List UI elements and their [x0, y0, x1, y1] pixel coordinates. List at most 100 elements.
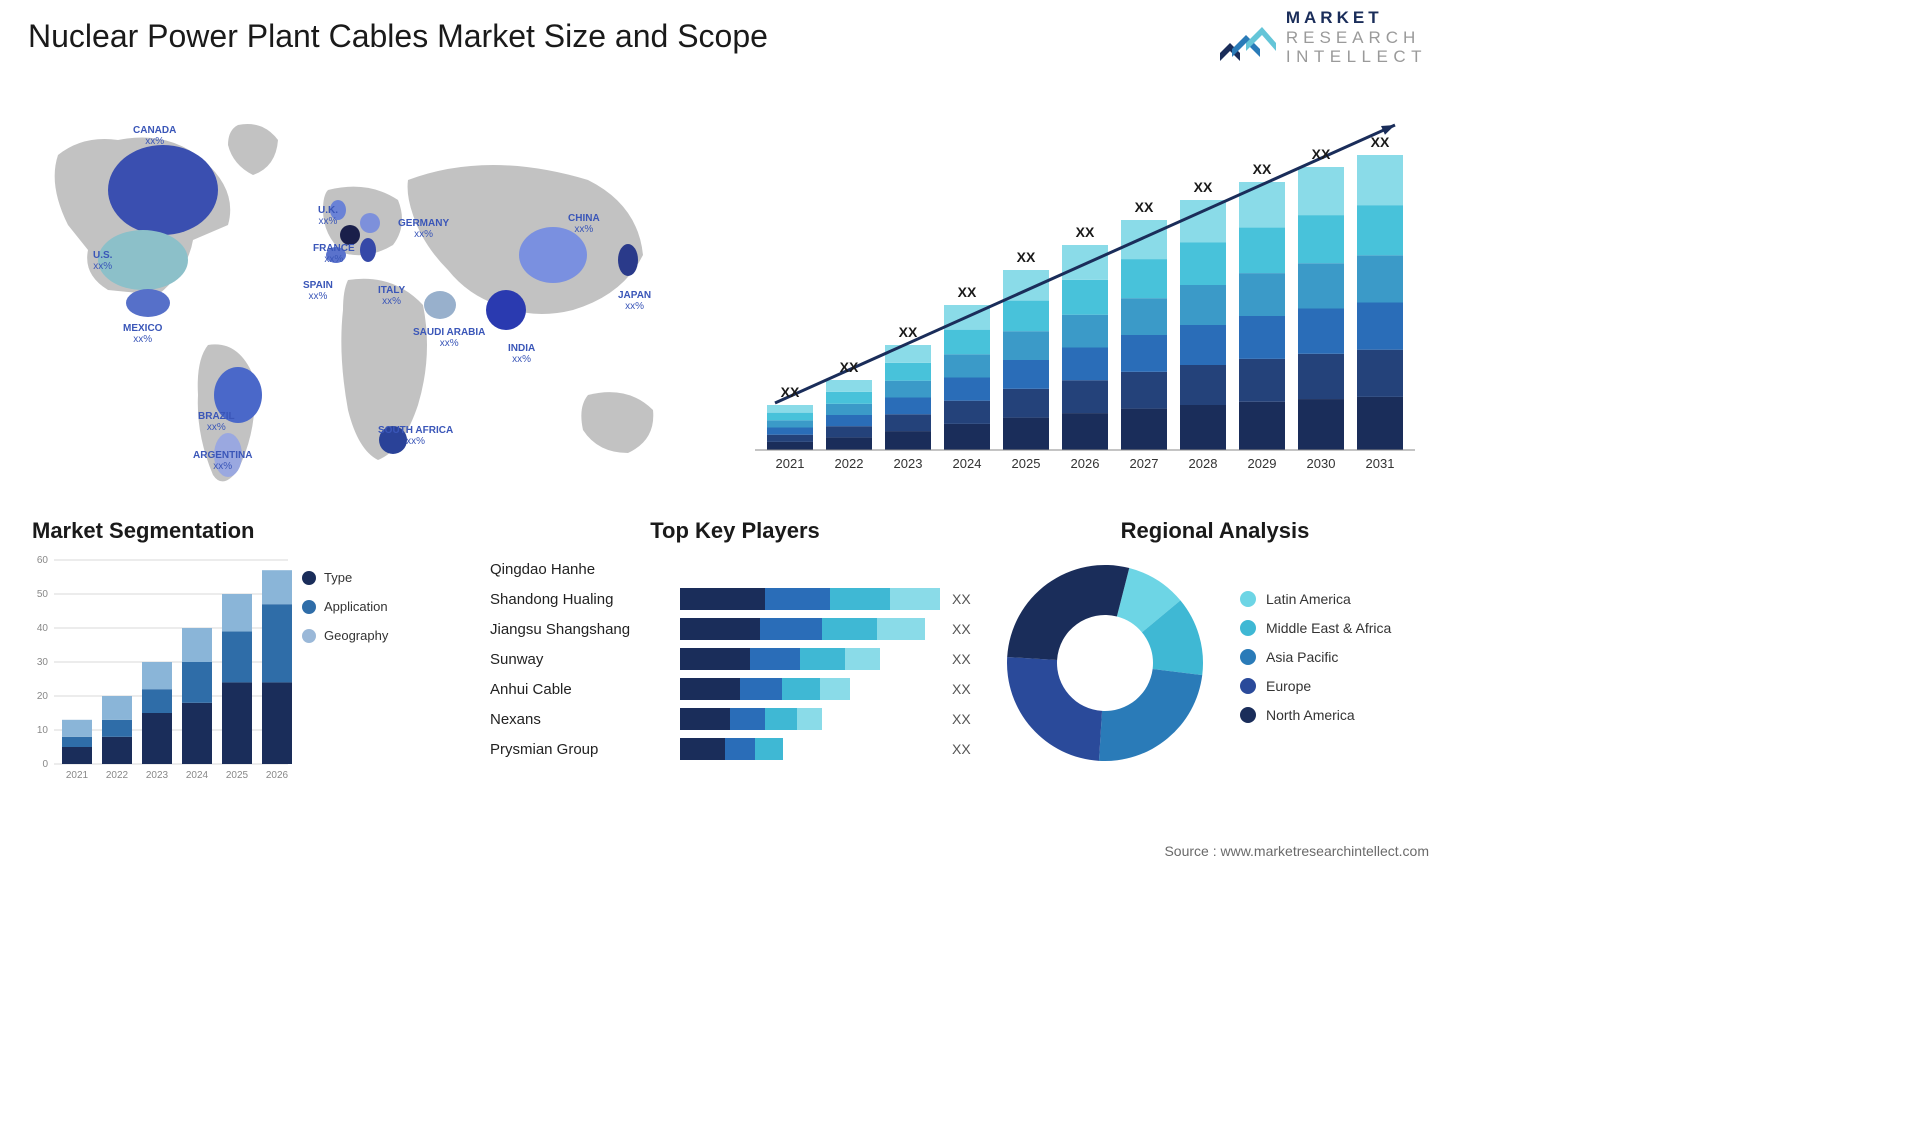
map-label-italy: ITALYxx% — [378, 285, 405, 307]
segmentation-chart: 0102030405060202120222023202420252026 — [32, 554, 292, 784]
svg-text:40: 40 — [37, 623, 49, 634]
map-label-india: INDIAxx% — [508, 343, 535, 365]
players-list: Qingdao Hanhe Shandong Hualing XX Jiangsu S… — [490, 554, 980, 764]
player-value: XX — [952, 621, 971, 637]
map-label-u-k-: U.K.xx% — [318, 205, 338, 227]
seg-legend-item: Type — [302, 570, 388, 585]
map-label-canada: CANADAxx% — [133, 125, 176, 147]
players-section: Top Key Players Qingdao HanheShandong Hu… — [490, 518, 980, 764]
svg-text:0: 0 — [42, 759, 48, 770]
svg-text:XX: XX — [1253, 161, 1272, 177]
svg-text:60: 60 — [37, 555, 49, 566]
svg-text:20: 20 — [37, 691, 49, 702]
map-label-brazil: BRAZILxx% — [198, 411, 235, 433]
map-label-france: FRANCExx% — [313, 243, 355, 265]
svg-text:2026: 2026 — [1071, 456, 1100, 471]
region-legend-item: Europe — [1240, 678, 1391, 694]
player-name: Shandong Hualing — [490, 591, 680, 608]
region-legend-item: Middle East & Africa — [1240, 620, 1391, 636]
map-label-u-s-: U.S.xx% — [93, 250, 112, 272]
map-label-germany: GERMANYxx% — [398, 218, 449, 240]
player-name: Anhui Cable — [490, 681, 680, 698]
segmentation-legend: TypeApplicationGeography — [302, 570, 388, 657]
logo-line3: INTELLECT — [1286, 47, 1427, 67]
player-name: Prysmian Group — [490, 741, 680, 758]
svg-text:XX: XX — [958, 284, 977, 300]
svg-text:XX: XX — [840, 359, 859, 375]
region-legend-item: Asia Pacific — [1240, 649, 1391, 665]
donut-wrap: Latin America Middle East & Africa Asia Pa… — [1000, 558, 1430, 768]
svg-text:2031: 2031 — [1366, 456, 1395, 471]
growth-chart-svg: XX 2021 XX 2022 XX 2023 XX 2024 XX 2025 XX 2026 XX 20… — [755, 95, 1415, 477]
svg-text:2025: 2025 — [226, 770, 249, 781]
map-label-saudi-arabia: SAUDI ARABIAxx% — [413, 327, 485, 349]
svg-text:XX: XX — [1312, 146, 1331, 162]
map-label-spain: SPAINxx% — [303, 280, 333, 302]
svg-text:XX: XX — [781, 384, 800, 400]
seg-legend-item: Geography — [302, 628, 388, 643]
svg-text:XX: XX — [899, 324, 918, 340]
svg-text:XX: XX — [1194, 179, 1213, 195]
player-name: Qingdao Hanhe — [490, 561, 680, 578]
player-bar — [680, 558, 940, 580]
player-value: XX — [952, 681, 971, 697]
svg-text:2030: 2030 — [1307, 456, 1336, 471]
svg-text:2024: 2024 — [953, 456, 982, 471]
player-value: XX — [952, 591, 971, 607]
segmentation-title: Market Segmentation — [32, 518, 432, 544]
logo-line1: MARKET — [1286, 8, 1427, 28]
player-value: XX — [952, 711, 971, 727]
regional-title: Regional Analysis — [1000, 518, 1430, 544]
region-legend-item: North America — [1240, 707, 1391, 723]
donut-legend: Latin America Middle East & Africa Asia Pa… — [1240, 591, 1391, 736]
player-row: Shandong Hualing XX — [490, 584, 980, 614]
player-bar — [680, 648, 940, 670]
svg-text:XX: XX — [1371, 134, 1390, 150]
svg-text:2027: 2027 — [1130, 456, 1159, 471]
map-label-china: CHINAxx% — [568, 213, 600, 235]
region-legend-item: Latin America — [1240, 591, 1391, 607]
player-row: Nexans XX — [490, 704, 980, 734]
logo-icon — [1218, 13, 1276, 61]
player-name: Jiangsu Shangshang — [490, 621, 680, 638]
player-name: Nexans — [490, 711, 680, 728]
svg-text:2025: 2025 — [1012, 456, 1041, 471]
map-label-mexico: MEXICOxx% — [123, 323, 162, 345]
svg-text:2021: 2021 — [66, 770, 89, 781]
world-map: CANADAxx% U.S.xx% MEXICOxx% BRAZILxx% ARGENT… — [28, 95, 708, 490]
svg-text:10: 10 — [37, 725, 49, 736]
svg-text:30: 30 — [37, 657, 49, 668]
svg-text:2022: 2022 — [835, 456, 864, 471]
map-svg — [28, 95, 708, 490]
player-bar — [680, 678, 940, 700]
svg-text:2021: 2021 — [776, 456, 805, 471]
player-bar — [680, 588, 940, 610]
svg-text:XX: XX — [1076, 224, 1095, 240]
logo-text: MARKET RESEARCH INTELLECT — [1286, 8, 1427, 67]
svg-text:2026: 2026 — [266, 770, 289, 781]
player-row: Prysmian Group XX — [490, 734, 980, 764]
player-bar — [680, 738, 940, 760]
player-row: Anhui Cable XX — [490, 674, 980, 704]
player-row: SunwayXX — [490, 644, 980, 674]
regional-section: Regional Analysis Latin America Middle Ea… — [1000, 518, 1430, 768]
svg-text:2023: 2023 — [146, 770, 169, 781]
map-label-south-africa: SOUTH AFRICAxx% — [378, 425, 453, 447]
svg-text:2022: 2022 — [106, 770, 129, 781]
growth-chart: XX 2021 XX 2022 XX 2023 XX 2024 XX 2025 XX 2026 XX 20… — [755, 95, 1415, 477]
donut-chart — [1000, 558, 1210, 768]
player-bar — [680, 708, 940, 730]
player-value: XX — [952, 741, 971, 757]
svg-text:XX: XX — [1135, 199, 1154, 215]
svg-text:2023: 2023 — [894, 456, 923, 471]
logo-line2: RESEARCH — [1286, 28, 1427, 48]
source-text: Source : www.marketresearchintellect.com — [1164, 843, 1429, 859]
logo: MARKET RESEARCH INTELLECT — [1218, 8, 1427, 67]
segmentation-section: Market Segmentation 0 10 20 30 40 50 60 2021 202… — [32, 518, 432, 784]
svg-text:50: 50 — [37, 589, 49, 600]
player-name: Sunway — [490, 651, 680, 668]
map-label-argentina: ARGENTINAxx% — [193, 450, 252, 472]
svg-text:XX: XX — [1017, 249, 1036, 265]
svg-text:2028: 2028 — [1189, 456, 1218, 471]
player-bar — [680, 618, 940, 640]
